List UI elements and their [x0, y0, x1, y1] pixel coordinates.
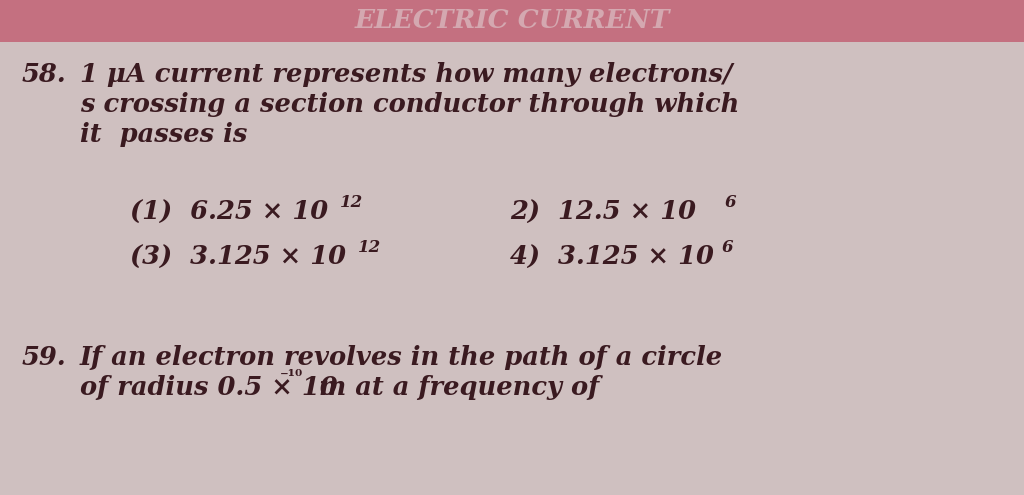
Text: 58.: 58. — [22, 62, 67, 87]
Text: (3)  3.125 × 10: (3) 3.125 × 10 — [130, 245, 346, 270]
Text: 2)  12.5 × 10: 2) 12.5 × 10 — [510, 200, 696, 225]
Text: m at a frequency of: m at a frequency of — [310, 375, 599, 400]
Text: 12: 12 — [340, 194, 364, 211]
Text: (1)  6.25 × 10: (1) 6.25 × 10 — [130, 200, 328, 225]
Text: 1 μA current represents how many electrons/: 1 μA current represents how many electro… — [80, 62, 732, 87]
Text: ⁻¹⁰: ⁻¹⁰ — [280, 369, 303, 386]
Text: 6: 6 — [725, 194, 736, 211]
Text: it  passes is: it passes is — [80, 122, 248, 147]
Text: 6: 6 — [722, 239, 733, 256]
Text: s crossing a section conductor through which: s crossing a section conductor through w… — [80, 92, 739, 117]
Text: 59.: 59. — [22, 345, 67, 370]
Text: If an electron revolves in the path of a circle: If an electron revolves in the path of a… — [80, 345, 723, 370]
Bar — [0, 0, 1024, 42]
Text: of radius 0.5 × 10: of radius 0.5 × 10 — [80, 375, 338, 400]
Text: 4)  3.125 × 10: 4) 3.125 × 10 — [510, 245, 714, 270]
Text: ELECTRIC CURRENT: ELECTRIC CURRENT — [354, 8, 670, 34]
Text: 12: 12 — [358, 239, 381, 256]
